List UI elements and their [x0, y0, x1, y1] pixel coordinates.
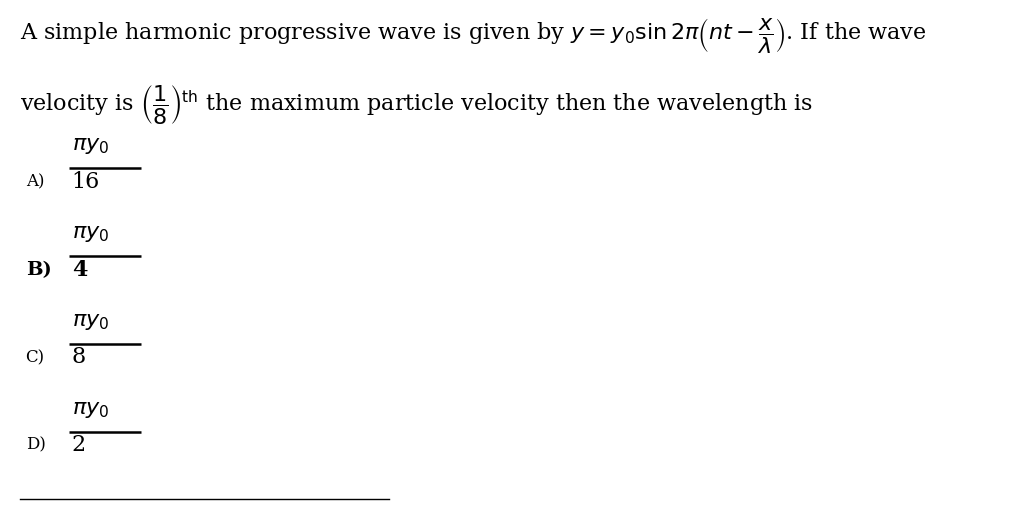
Text: 16: 16 — [72, 171, 100, 193]
Text: $\pi y_0$: $\pi y_0$ — [72, 310, 109, 332]
Text: $\pi y_0$: $\pi y_0$ — [72, 134, 109, 157]
Text: $\pi y_0$: $\pi y_0$ — [72, 398, 109, 420]
Text: A): A) — [26, 173, 44, 190]
Text: B): B) — [26, 261, 51, 279]
Text: velocity is $\left(\dfrac{1}{8}\right)^{\mathrm{th}}$ the maximum particle veloc: velocity is $\left(\dfrac{1}{8}\right)^{… — [20, 83, 813, 126]
Text: D): D) — [26, 437, 45, 454]
Text: A simple harmonic progressive wave is given by $y = y_0 \sin 2\pi \left( nt - \d: A simple harmonic progressive wave is gi… — [20, 16, 927, 54]
Text: 4: 4 — [72, 258, 87, 281]
Text: 2: 2 — [72, 434, 86, 457]
Text: $\pi y_0$: $\pi y_0$ — [72, 222, 109, 245]
Text: C): C) — [26, 349, 45, 366]
Text: 8: 8 — [72, 346, 86, 369]
